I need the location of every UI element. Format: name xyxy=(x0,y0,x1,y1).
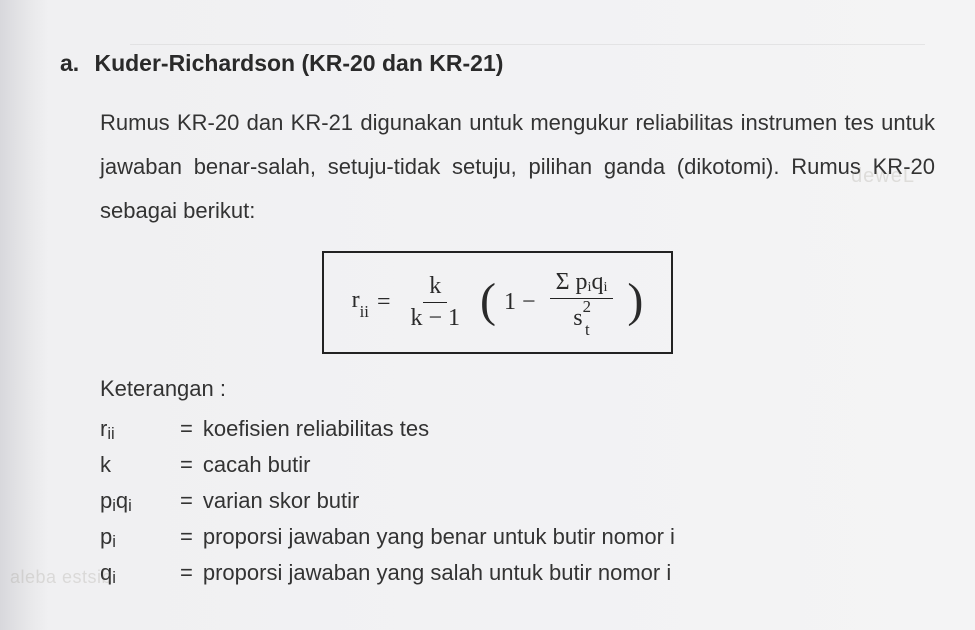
legend-symbol: k xyxy=(100,452,180,478)
equals-sign: = xyxy=(180,488,193,514)
legend-list: rii = koefisien reliabilitas tes k = cac… xyxy=(100,416,935,586)
list-label: a. xyxy=(60,50,90,77)
equals-sign: = xyxy=(180,524,193,550)
fraction-numerator: Σ pᵢqᵢ xyxy=(550,269,614,299)
legend-description: koefisien reliabilitas tes xyxy=(203,416,935,442)
fraction-sigma: Σ pᵢqᵢ s2 t xyxy=(550,269,614,336)
equals-sign: = xyxy=(180,560,193,586)
right-paren: ) xyxy=(627,273,643,328)
section-title: Kuder-Richardson (KR-20 dan KR-21) xyxy=(94,50,503,77)
ghost-border xyxy=(130,0,925,45)
document-page: a. Kuder-Richardson (KR-20 dan KR-21) Ru… xyxy=(0,0,975,586)
legend-description: proporsi jawaban yang salah untuk butir … xyxy=(203,560,935,586)
equals-sign: = xyxy=(180,416,193,442)
formula: rii = k k − 1 ( 1 − Σ pᵢqᵢ s2 t ) xyxy=(352,269,644,336)
formula-subscript: ii xyxy=(360,302,369,321)
legend-symbol: pi xyxy=(100,524,180,550)
formula-subscript: t xyxy=(585,320,590,339)
legend-heading: Keterangan : xyxy=(100,376,935,402)
legend-symbol: piqi xyxy=(100,488,180,514)
one-minus: 1 − xyxy=(504,289,536,316)
formula-box: rii = k k − 1 ( 1 − Σ pᵢqᵢ s2 t ) xyxy=(322,251,674,354)
formula-symbol: r xyxy=(352,287,360,313)
fraction-denominator: k − 1 xyxy=(404,303,466,332)
legend-row: pi = proporsi jawaban yang benar untuk b… xyxy=(100,524,935,550)
legend-description: cacah butir xyxy=(203,452,935,478)
legend-symbol: qi xyxy=(100,560,180,586)
fraction-k: k k − 1 xyxy=(404,273,466,332)
left-paren: ( xyxy=(480,273,496,328)
legend-description: proporsi jawaban yang benar untuk butir … xyxy=(203,524,935,550)
section-body: Rumus KR-20 dan KR-21 digunakan untuk me… xyxy=(100,101,935,233)
section-heading: a. Kuder-Richardson (KR-20 dan KR-21) xyxy=(60,50,935,77)
equals-sign: = xyxy=(377,289,391,316)
formula-symbol: s xyxy=(573,305,582,331)
legend-symbol: rii xyxy=(100,416,180,442)
legend-row: rii = koefisien reliabilitas tes xyxy=(100,416,935,442)
legend-description: varian skor butir xyxy=(203,488,935,514)
formula-lhs: rii xyxy=(352,287,369,318)
fraction-numerator: k xyxy=(423,273,447,303)
legend-row: piqi = varian skor butir xyxy=(100,488,935,514)
legend-row: k = cacah butir xyxy=(100,452,935,478)
equals-sign: = xyxy=(180,452,193,478)
legend-row: qi = proporsi jawaban yang salah untuk b… xyxy=(100,560,935,586)
fraction-denominator: s2 t xyxy=(567,299,595,336)
formula-container: rii = k k − 1 ( 1 − Σ pᵢqᵢ s2 t ) xyxy=(60,251,935,354)
formula-superscript: 2 xyxy=(583,297,591,316)
